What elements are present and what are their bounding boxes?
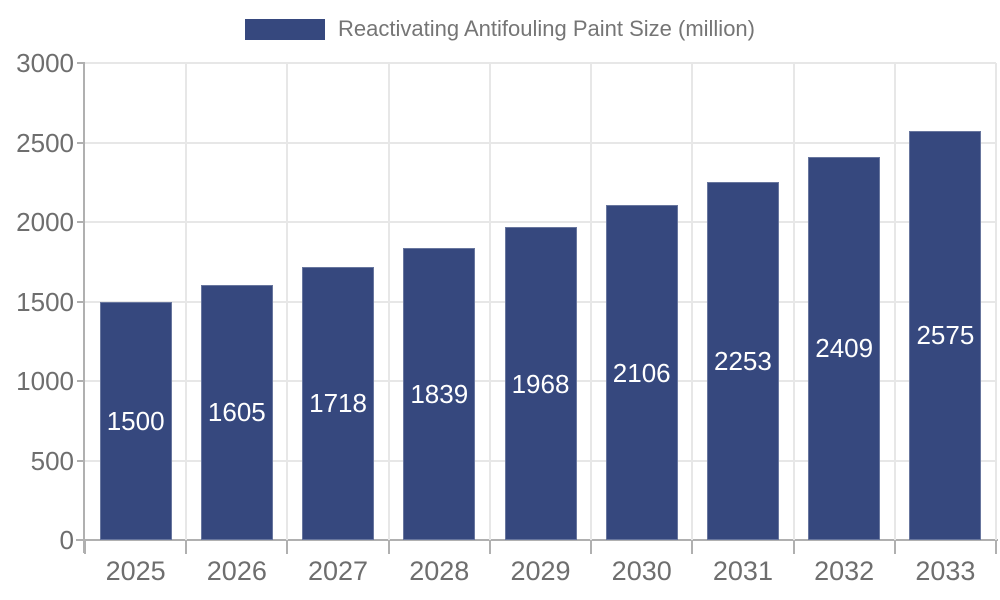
y-axis-tick-label: 3000 [16,48,74,78]
x-axis-label-2027: 2027 [308,556,369,586]
x-axis-label-2031: 2031 [712,556,773,586]
bar-2030[interactable]: 2106 [605,205,678,540]
x-axis-tick [792,540,795,554]
y-axis-tick [77,300,85,303]
gridline-horizontal [85,62,996,64]
y-axis-tick-label: 2000 [16,207,74,237]
y-axis-tick [77,459,85,462]
legend-label: Reactivating Antifouling Paint Size (mil… [338,16,755,41]
bar-value-label: 1718 [309,388,367,419]
y-axis-tick-label: 0 [59,525,74,555]
gridline-vertical [590,63,593,540]
legend-swatch-icon [245,18,326,40]
gridline-vertical [185,63,188,540]
x-axis-label-2026: 2026 [206,556,267,586]
x-axis-tick [995,540,997,554]
bar-value-label: 2253 [714,345,772,376]
x-axis-tick [84,540,86,554]
bar-2028[interactable]: 1839 [403,247,476,540]
gridline-vertical [691,63,694,540]
x-axis-tick [185,540,188,554]
bar-value-label: 1968 [511,368,570,399]
y-axis-tick [77,62,85,64]
bar-2029[interactable]: 1968 [504,227,577,540]
gridline-vertical [995,63,997,540]
y-axis-tick-label: 1500 [16,286,74,317]
bar-value-label: 2106 [612,357,671,388]
bar-value-label: 1500 [106,405,165,436]
bar-2027[interactable]: 1718 [302,266,375,540]
plot-area: 1500 1605 1718 1839 1968 2106 2253 2409 2575 [85,62,997,540]
bar-value-label: 2575 [916,320,975,351]
x-axis-label-2030: 2030 [611,556,672,586]
x-axis-tick [893,540,896,554]
bar-value-label: 1605 [207,397,266,428]
x-axis-tick [590,540,593,554]
x-axis-tick [691,540,694,554]
y-axis-line [83,63,85,553]
gridline-vertical [387,63,390,540]
bar-2033[interactable]: 2575 [909,130,982,540]
x-axis-label-2025: 2025 [105,556,166,586]
y-axis-tick [77,141,85,144]
bar-2026[interactable]: 1605 [200,284,273,540]
x-axis-label-2032: 2032 [814,556,875,586]
gridline-vertical [286,63,289,540]
bar-2025[interactable]: 1500 [99,301,172,540]
gridline-vertical [488,63,491,540]
y-axis-tick [77,539,85,541]
gridline-vertical [792,63,795,540]
gridline-horizontal [85,221,996,223]
x-axis-tick [286,540,289,554]
x-axis-tick [387,540,390,554]
y-axis-tick-label: 500 [30,445,74,476]
bar-2032[interactable]: 2409 [808,156,881,540]
gridline-vertical [893,63,896,540]
x-axis-label-2028: 2028 [409,556,470,586]
x-axis-tick [488,540,491,554]
y-axis-tick [77,380,85,382]
gridline-horizontal [85,141,996,144]
y-axis-tick-label: 2500 [16,127,74,158]
bar-2031[interactable]: 2253 [706,181,779,540]
y-axis-tick-label: 1000 [16,366,74,396]
chart-legend[interactable]: Reactivating Antifouling Paint Size (mil… [245,16,755,42]
x-axis-label-2033: 2033 [915,556,976,586]
y-axis-tick [77,221,85,223]
bar-value-label: 1839 [410,378,469,409]
x-axis-label-2029: 2029 [510,556,571,586]
bar-value-label: 2409 [815,333,874,364]
x-axis-line [76,539,998,541]
